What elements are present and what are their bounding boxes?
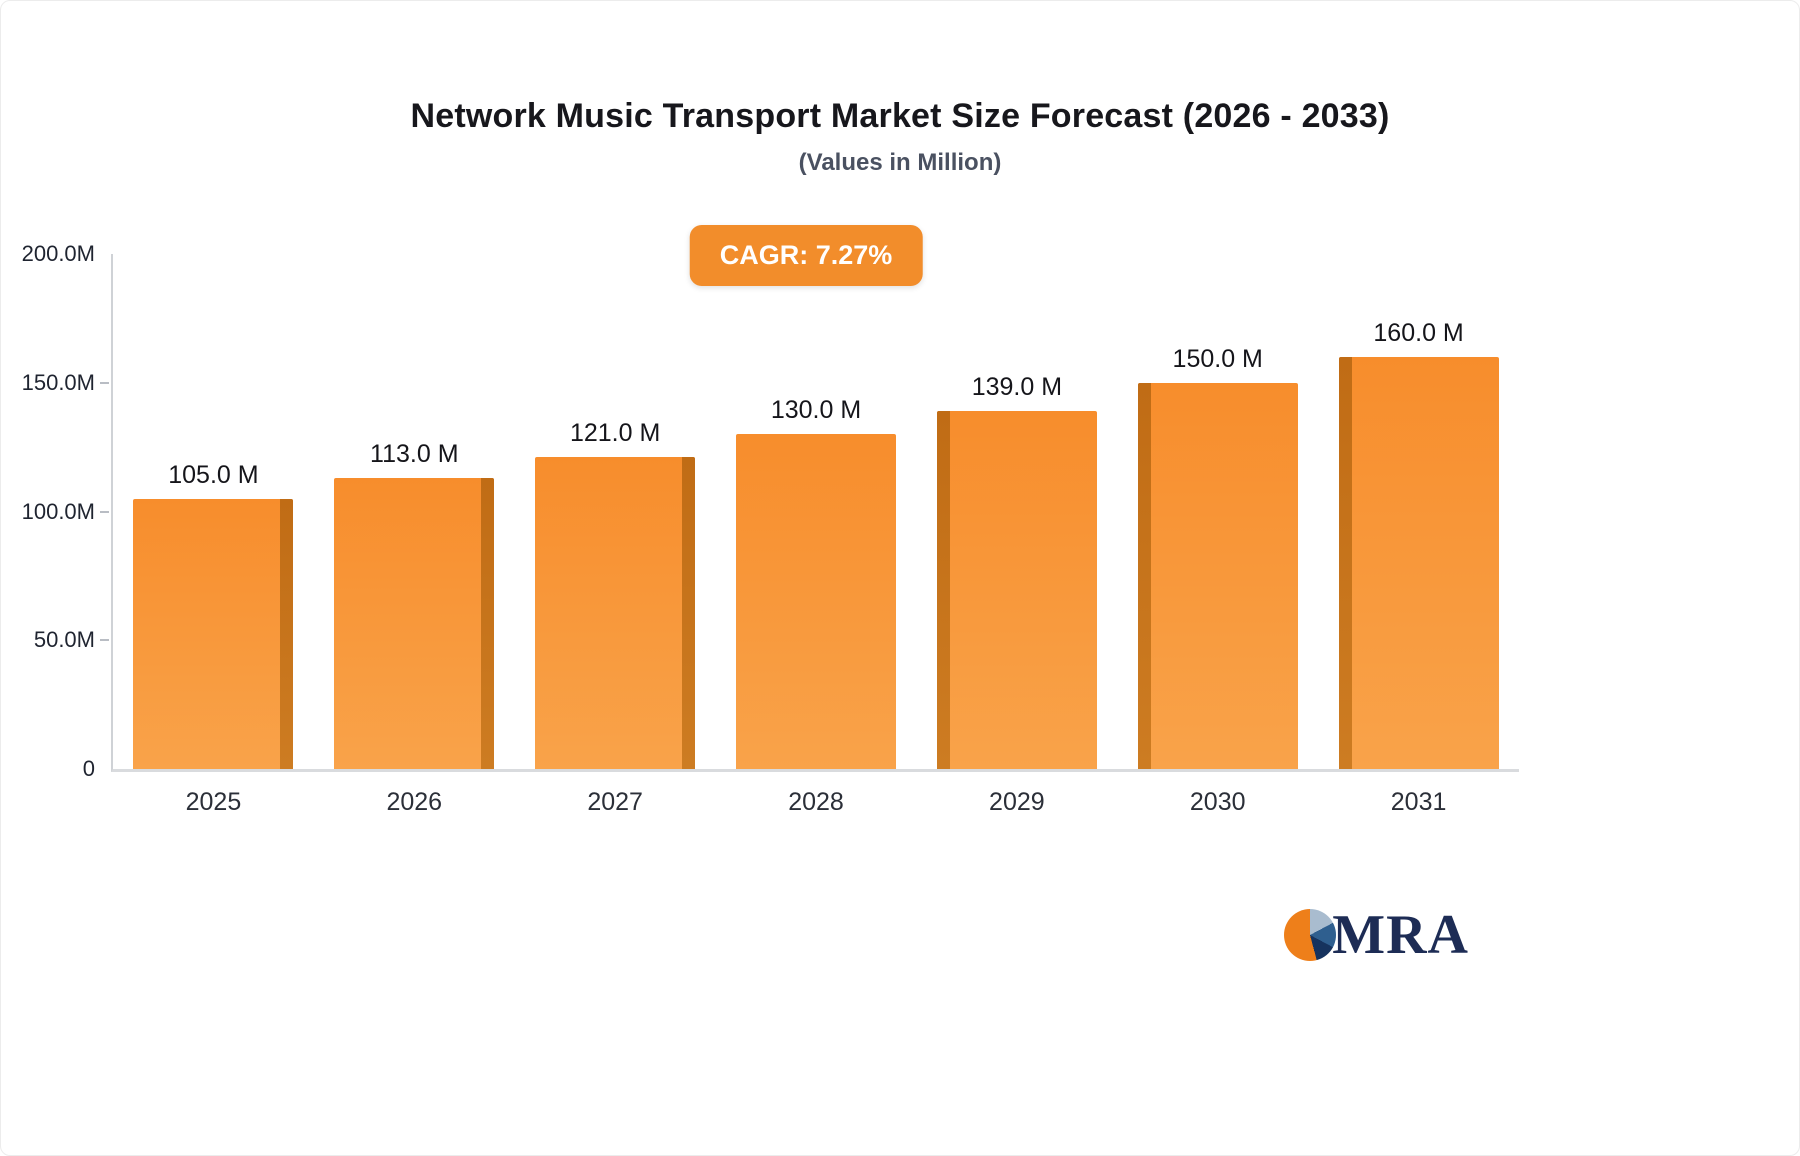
y-axis-tick-label: 150.0M: [21, 369, 95, 395]
mra-logo-text: MRA: [1332, 904, 1469, 966]
bar-group: 150.0 M 2030: [1117, 254, 1318, 816]
x-axis-label: 2027: [587, 788, 643, 816]
chart-title: Network Music Transport Market Size Fore…: [410, 97, 1390, 135]
y-axis-tick-mark: [100, 639, 109, 642]
chart-subtitle: (Values in Million): [798, 149, 1002, 176]
y-axis-tick-mark: [100, 381, 109, 384]
y-axis-tick-label: 100.0M: [21, 498, 95, 524]
x-axis-label: 2030: [1189, 788, 1246, 816]
bar-group: 130.0 M 2028: [716, 254, 917, 816]
y-axis-tick-mark: [100, 510, 109, 513]
bar-group: 160.0 M 2031: [1318, 254, 1519, 816]
bar: [133, 498, 294, 769]
x-axis-label: 2028: [788, 788, 844, 816]
bar-3d-side: [481, 478, 495, 769]
bar: [334, 478, 495, 769]
bar-group: 105.0 M 2025: [113, 254, 314, 816]
x-axis-label: 2029: [989, 788, 1045, 816]
mra-logo: MRA: [1284, 907, 1469, 963]
bar-value-label: 121.0 M: [569, 419, 661, 448]
bar-group: 121.0 M 2027: [515, 254, 716, 816]
x-axis-label: 2031: [1390, 788, 1447, 816]
bar-3d-side: [1137, 382, 1151, 769]
bar-group: 113.0 M 2026: [314, 254, 515, 816]
y-axis-tick-label: 200.0M: [21, 241, 95, 266]
bar-value-label: 150.0 M: [1172, 344, 1263, 373]
bar: [1137, 382, 1298, 769]
bar: [936, 411, 1097, 769]
bar-value-label: 160.0 M: [1373, 319, 1464, 347]
bar-group: 139.0 M 2029: [916, 254, 1117, 816]
bar: [1338, 357, 1499, 769]
bars: 105.0 M 2025 113.0 M 2026 121.0 M 2027 130.0 M…: [113, 254, 1519, 816]
bar: [736, 434, 896, 769]
bar-value-label: 113.0 M: [370, 440, 459, 469]
bar-3d-side: [682, 457, 696, 769]
bar-3d-side: [280, 498, 294, 769]
y-axis-tick-label: 0: [82, 756, 95, 781]
x-axis-label: 2025: [185, 788, 242, 816]
plot-area: 200.0M 150.0M 100.0M 50.0M 0 105.0 M 2025 113.…: [22, 241, 1519, 816]
bar-value-label: 130.0 M: [770, 396, 862, 425]
bar: [535, 457, 696, 769]
cagr-badge: CAGR: 7.27%: [689, 225, 923, 286]
bar-value-label: 139.0 M: [971, 373, 1063, 402]
y-axis-tick-label: 50.0M: [33, 627, 95, 653]
bar-3d-side: [936, 411, 950, 769]
mra-pie-icon: [1284, 909, 1337, 961]
bar-3d-side: [1338, 357, 1352, 769]
x-axis-label: 2026: [386, 788, 443, 816]
bar-value-label: 105.0 M: [168, 460, 259, 489]
